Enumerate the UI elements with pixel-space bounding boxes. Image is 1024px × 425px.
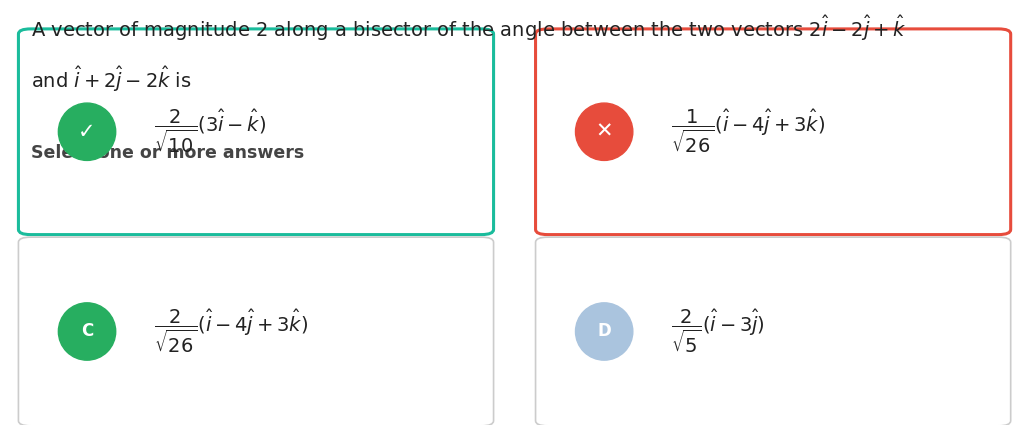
Text: and $\hat{i} + 2\hat{j} - 2\hat{k}$ is: and $\hat{i} + 2\hat{j} - 2\hat{k}$ is <box>31 64 191 94</box>
Ellipse shape <box>58 103 116 160</box>
Text: ✓: ✓ <box>78 122 96 142</box>
Text: D: D <box>597 323 611 340</box>
Ellipse shape <box>575 103 633 160</box>
FancyBboxPatch shape <box>536 29 1011 235</box>
Text: A vector of magnitude 2 along a bisector of the angle between the two vectors $2: A vector of magnitude 2 along a bisector… <box>31 13 906 42</box>
Text: $\dfrac{1}{\sqrt{26}}(\hat{i} - 4\hat{j} + 3\hat{k})$: $\dfrac{1}{\sqrt{26}}(\hat{i} - 4\hat{j}… <box>671 108 824 156</box>
Ellipse shape <box>575 303 633 360</box>
Text: ✕: ✕ <box>595 122 613 142</box>
Text: $\dfrac{2}{\sqrt{10}}(3\hat{i} - \hat{k})$: $\dfrac{2}{\sqrt{10}}(3\hat{i} - \hat{k}… <box>154 108 266 156</box>
Text: $\dfrac{2}{\sqrt{26}}(\hat{i} - 4\hat{j} + 3\hat{k})$: $\dfrac{2}{\sqrt{26}}(\hat{i} - 4\hat{j}… <box>154 308 307 355</box>
Text: $\dfrac{2}{\sqrt{5}}(\hat{i} - 3\hat{j})$: $\dfrac{2}{\sqrt{5}}(\hat{i} - 3\hat{j})… <box>671 308 765 355</box>
Text: Select one or more answers: Select one or more answers <box>31 144 304 162</box>
FancyBboxPatch shape <box>18 237 494 425</box>
Ellipse shape <box>58 303 116 360</box>
Text: C: C <box>81 323 93 340</box>
FancyBboxPatch shape <box>18 29 494 235</box>
FancyBboxPatch shape <box>536 237 1011 425</box>
